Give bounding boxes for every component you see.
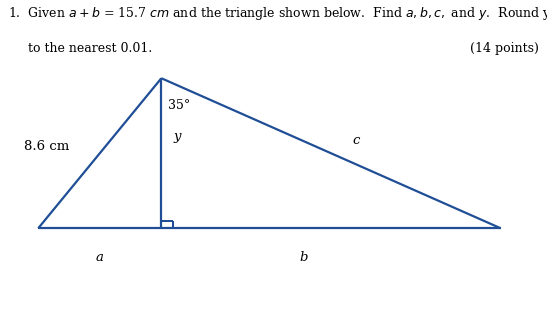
Text: 8.6 cm: 8.6 cm xyxy=(25,140,70,153)
Text: 1.  Given $a+b$ = 15.7 $cm$ and the triangle shown below.  Find $a, b, c,$ and $: 1. Given $a+b$ = 15.7 $cm$ and the trian… xyxy=(8,5,547,22)
Text: (14 points): (14 points) xyxy=(470,42,539,55)
Text: a: a xyxy=(96,251,104,264)
Text: 35°: 35° xyxy=(168,99,191,112)
Text: to the nearest 0.01.: to the nearest 0.01. xyxy=(8,42,153,55)
Text: y: y xyxy=(173,130,181,143)
Text: c: c xyxy=(353,134,360,147)
Text: b: b xyxy=(299,251,308,264)
